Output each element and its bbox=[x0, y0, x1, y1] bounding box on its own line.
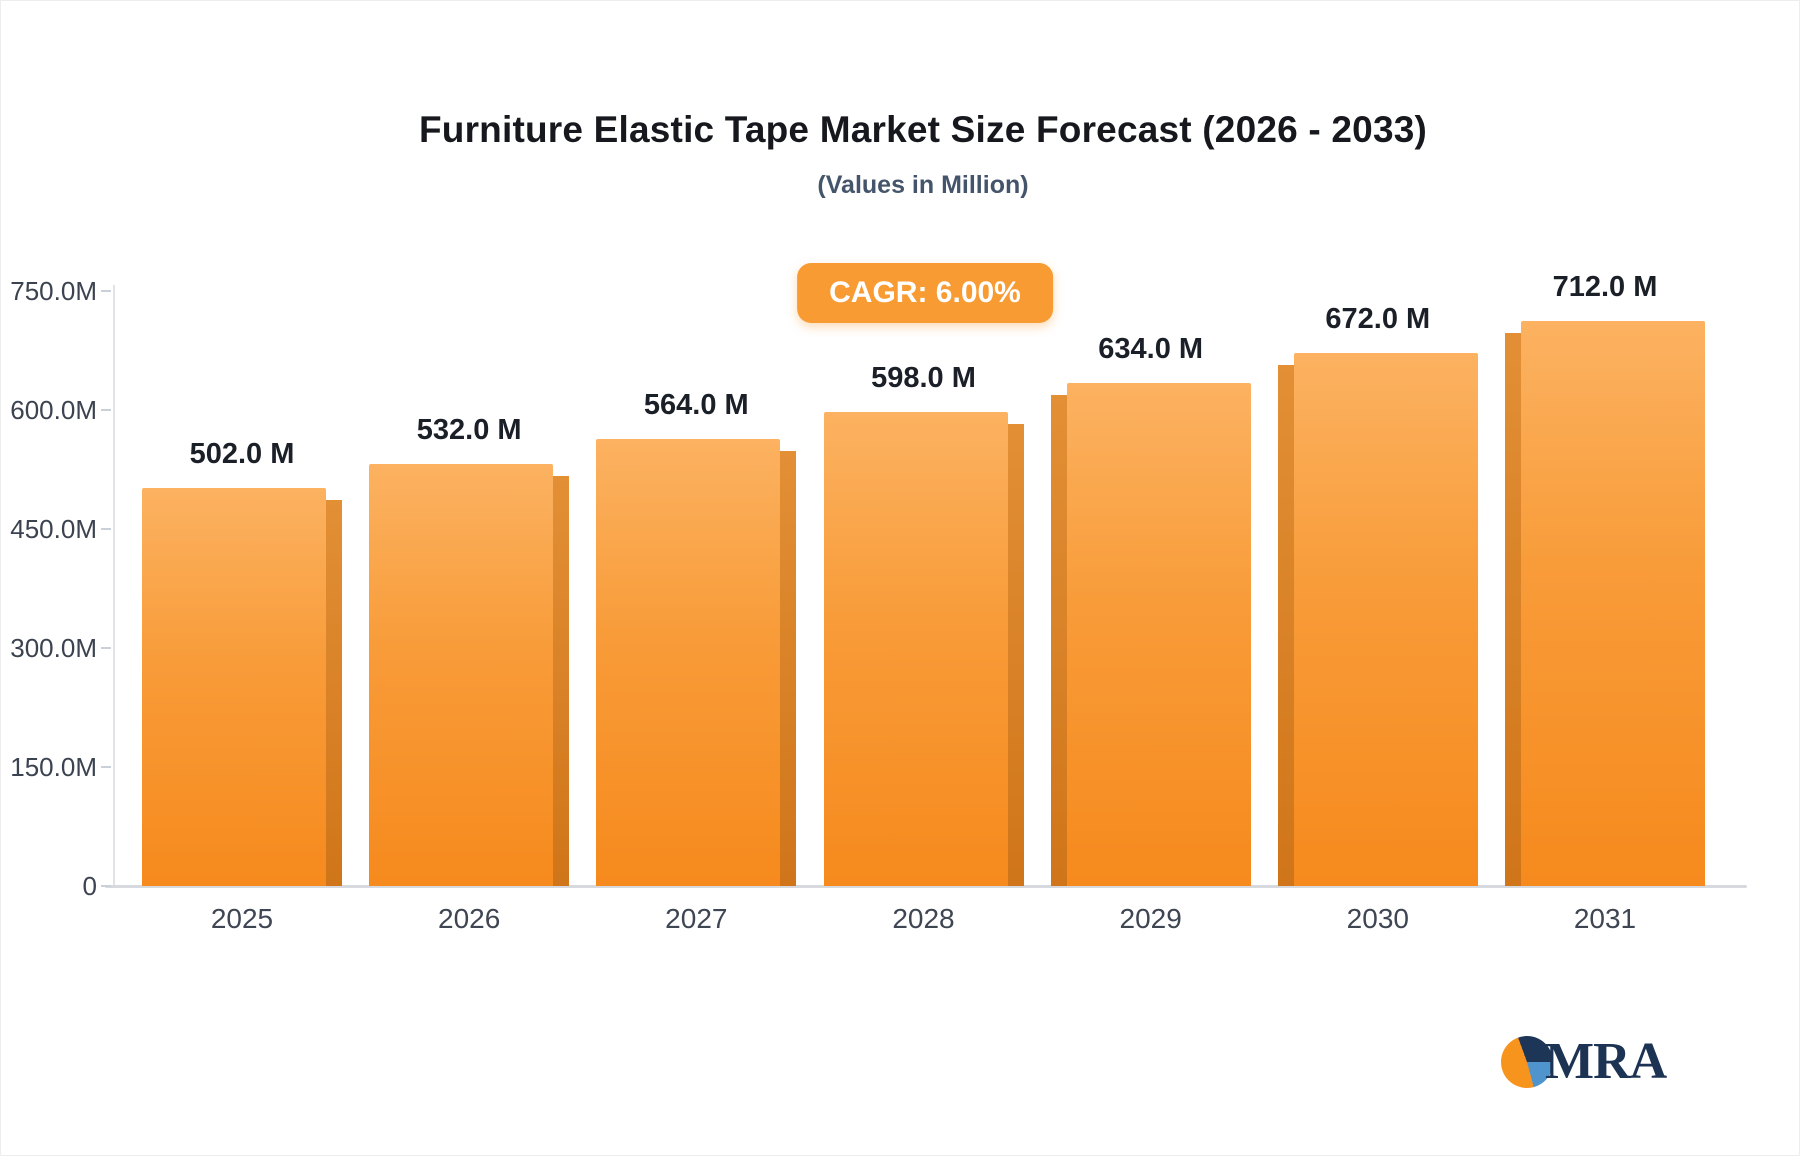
bar-value-label: 634.0 M bbox=[1098, 333, 1204, 366]
chart-subtitle: (Values in Million) bbox=[817, 171, 1029, 199]
bar-side-face bbox=[1007, 423, 1024, 886]
bar-2025 bbox=[142, 487, 342, 886]
bar-front-face bbox=[369, 463, 554, 886]
bar-value-label: 672.0 M bbox=[1325, 302, 1431, 335]
bar-value-label: 598.0 M bbox=[871, 361, 976, 394]
bar-side-face bbox=[326, 499, 342, 886]
y-axis-tick bbox=[101, 885, 111, 887]
y-axis-label: 600.0M bbox=[10, 395, 97, 425]
bar-side-face bbox=[1050, 395, 1067, 886]
bar-2031 bbox=[1505, 321, 1705, 886]
y-axis-tick bbox=[101, 290, 111, 292]
y-axis-label: 300.0M bbox=[10, 633, 97, 663]
y-axis-tick bbox=[101, 409, 111, 411]
y-axis-tick bbox=[101, 647, 111, 649]
bar-2027 bbox=[596, 438, 797, 886]
y-axis-label: 0 bbox=[82, 871, 97, 901]
bar-front-face bbox=[1521, 321, 1705, 886]
logo-pie-icon bbox=[1501, 1036, 1553, 1088]
chart-title: Furniture Elastic Tape Market Size Forec… bbox=[418, 109, 1428, 150]
bar-front-face bbox=[596, 438, 781, 886]
x-axis-line bbox=[105, 885, 1747, 888]
bar-2029 bbox=[1050, 383, 1251, 886]
bar-value-label: 564.0 M bbox=[643, 388, 749, 421]
x-axis-label: 2026 bbox=[438, 903, 501, 934]
bar-side-face bbox=[1277, 364, 1294, 886]
bar-2026 bbox=[369, 463, 570, 886]
bar-value-label: 532.0 M bbox=[416, 413, 522, 446]
y-axis-label: 750.0M bbox=[10, 276, 97, 306]
bar-side-face bbox=[780, 450, 797, 886]
y-axis-line bbox=[113, 285, 115, 886]
x-axis-label: 2028 bbox=[892, 903, 955, 934]
bar-2030 bbox=[1277, 352, 1478, 886]
bar-side-face bbox=[553, 475, 570, 886]
bar-front-face bbox=[1066, 383, 1251, 886]
bar-front-face bbox=[823, 411, 1008, 886]
bar-2028 bbox=[823, 411, 1024, 886]
cagr-badge: CAGR: 6.00% bbox=[797, 263, 1053, 323]
y-axis-label: 450.0M bbox=[10, 514, 97, 544]
y-axis-label: 150.0M bbox=[10, 752, 97, 782]
bar-front-face bbox=[142, 487, 326, 886]
x-axis-label: 2027 bbox=[665, 903, 728, 934]
y-axis-tick bbox=[101, 528, 111, 530]
x-axis-label: 2029 bbox=[1119, 903, 1182, 934]
y-axis-tick bbox=[101, 766, 111, 768]
logo: MRA bbox=[1501, 1031, 1667, 1093]
bar-front-face bbox=[1293, 352, 1478, 886]
bar-value-label: 712.0 M bbox=[1552, 271, 1658, 304]
bar-value-label: 502.0 M bbox=[189, 437, 295, 470]
bar-side-face bbox=[1505, 333, 1521, 886]
x-axis-label: 2031 bbox=[1573, 903, 1637, 934]
x-axis-label: 2030 bbox=[1346, 903, 1409, 934]
logo-text: MRA bbox=[1545, 1033, 1667, 1090]
x-axis-label: 2025 bbox=[210, 903, 274, 934]
